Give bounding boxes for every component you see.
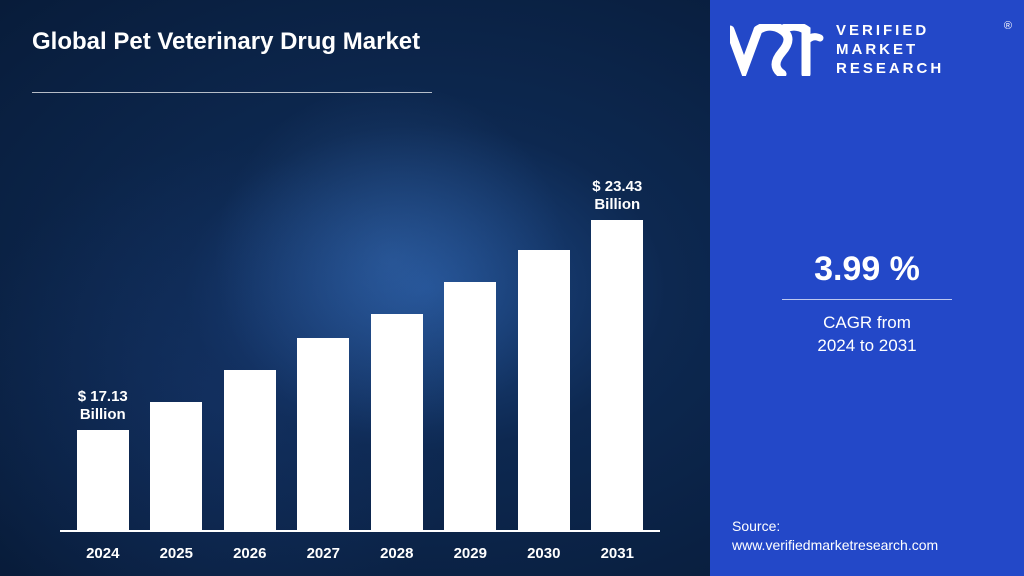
bar-2029 [440, 282, 500, 530]
cagr-value: 3.99 % [710, 250, 1024, 289]
bar-2028 [367, 314, 427, 530]
bar-2026 [220, 370, 280, 530]
source-block: Source: www.verifiedmarketresearch.com [732, 517, 938, 556]
bar-2031: $ 23.43 Billion [587, 178, 647, 530]
source-label: Source: [732, 517, 938, 537]
bar [371, 314, 423, 530]
x-label: 2026 [220, 545, 280, 562]
x-label: 2030 [514, 545, 574, 562]
bar [77, 430, 129, 530]
x-label: 2027 [293, 545, 353, 562]
bar [150, 402, 202, 530]
bar [297, 338, 349, 530]
source-url: www.verifiedmarketresearch.com [732, 536, 938, 556]
brand-logo: VERIFIED MARKET RESEARCH [730, 22, 1004, 78]
bar-2024: $ 17.13 Billion [73, 388, 133, 530]
logo-icon [730, 24, 826, 76]
cagr-line2: 2024 to 2031 [817, 336, 916, 355]
bar-2027 [293, 338, 353, 530]
cagr-line1: CAGR from [823, 313, 911, 332]
cagr-block: 3.99 % CAGR from 2024 to 2031 [710, 250, 1024, 358]
info-panel: VERIFIED MARKET RESEARCH ® 3.99 % CAGR f… [710, 0, 1024, 576]
x-label: 2031 [587, 545, 647, 562]
bars-container: $ 17.13 Billion [60, 190, 660, 530]
cagr-subtitle: CAGR from 2024 to 2031 [710, 312, 1024, 358]
bar [591, 220, 643, 530]
bar-2030 [514, 250, 574, 530]
bar-value-label-last: $ 23.43 Billion [592, 178, 642, 214]
bar [224, 370, 276, 530]
bar [518, 250, 570, 530]
title-underline [32, 92, 432, 93]
last-value-bottom: Billion [594, 196, 640, 213]
cagr-underline [782, 299, 952, 300]
bar [444, 282, 496, 530]
bar-value-label-first: $ 17.13 Billion [78, 388, 128, 424]
first-value-bottom: Billion [80, 406, 126, 423]
bar-chart: $ 17.13 Billion [60, 172, 660, 532]
registered-mark: ® [1004, 20, 1012, 32]
logo-line3: RESEARCH [836, 60, 944, 79]
chart-title: Global Pet Veterinary Drug Market [32, 28, 420, 56]
x-label: 2029 [440, 545, 500, 562]
logo-line1: VERIFIED [836, 22, 944, 41]
x-axis-line [60, 530, 660, 532]
x-label: 2024 [73, 545, 133, 562]
x-label: 2025 [146, 545, 206, 562]
first-value-top: $ 17.13 [78, 388, 128, 405]
last-value-top: $ 23.43 [592, 178, 642, 195]
x-axis-labels: 2024 2025 2026 2027 2028 2029 2030 2031 [60, 545, 660, 562]
x-label: 2028 [367, 545, 427, 562]
logo-text: VERIFIED MARKET RESEARCH [836, 22, 944, 78]
bar-2025 [146, 402, 206, 530]
chart-panel: Global Pet Veterinary Drug Market $ 17.1… [0, 0, 710, 576]
logo-line2: MARKET [836, 41, 944, 60]
